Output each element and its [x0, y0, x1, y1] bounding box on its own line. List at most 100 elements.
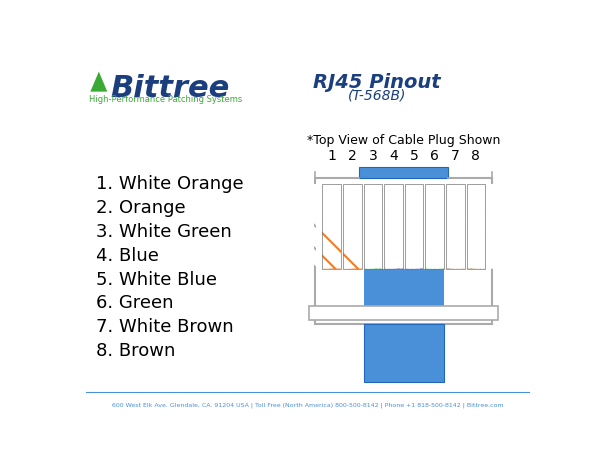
Bar [359, 168, 448, 179]
Polygon shape [547, 185, 600, 269]
Polygon shape [502, 185, 598, 269]
Text: 1: 1 [327, 149, 336, 163]
Polygon shape [361, 185, 457, 269]
Bar [309, 307, 499, 320]
Text: 7: 7 [451, 149, 460, 163]
Bar [405, 185, 424, 269]
Bar [384, 185, 403, 269]
Text: 8: 8 [472, 149, 480, 163]
Polygon shape [465, 185, 561, 269]
Bar [343, 185, 362, 269]
Polygon shape [170, 185, 266, 269]
Polygon shape [215, 185, 311, 269]
Polygon shape [252, 185, 348, 269]
Text: 1. White Orange: 1. White Orange [96, 175, 244, 193]
Text: 600 West Elk Ave. Glendale, CA. 91204 USA | Toll Free (North America) 800-500-81: 600 West Elk Ave. Glendale, CA. 91204 US… [112, 401, 503, 407]
Text: 7. White Brown: 7. White Brown [96, 318, 233, 336]
Bar [467, 185, 485, 269]
Bar [364, 325, 443, 382]
Text: 3: 3 [368, 149, 377, 163]
Polygon shape [365, 185, 461, 269]
Text: Bittree: Bittree [110, 74, 230, 103]
Polygon shape [325, 185, 420, 269]
Text: 8. Brown: 8. Brown [96, 341, 175, 359]
Polygon shape [338, 185, 434, 269]
Polygon shape [343, 185, 439, 269]
Polygon shape [388, 185, 484, 269]
Bar [315, 179, 493, 325]
Text: 5: 5 [410, 149, 418, 163]
Bar [322, 185, 341, 269]
Polygon shape [370, 185, 466, 269]
Polygon shape [488, 185, 583, 269]
Text: 5. White Blue: 5. White Blue [96, 270, 217, 288]
Bar [364, 185, 382, 269]
Text: High-Performance Patching Systems: High-Performance Patching Systems [89, 95, 242, 104]
Polygon shape [279, 185, 375, 269]
Polygon shape [506, 185, 600, 269]
Bar [467, 185, 485, 269]
Text: 2: 2 [348, 149, 356, 163]
Text: RJ45 Pinout: RJ45 Pinout [313, 73, 440, 91]
Polygon shape [419, 185, 515, 269]
Polygon shape [452, 185, 548, 269]
Polygon shape [442, 185, 538, 269]
Polygon shape [211, 185, 307, 269]
Bar [364, 185, 382, 269]
Polygon shape [570, 185, 600, 269]
Polygon shape [193, 185, 288, 269]
Polygon shape [484, 185, 579, 269]
Polygon shape [283, 185, 379, 269]
Polygon shape [411, 185, 507, 269]
Polygon shape [306, 185, 402, 269]
Polygon shape [566, 185, 600, 269]
Polygon shape [434, 185, 530, 269]
Polygon shape [457, 185, 553, 269]
Polygon shape [352, 185, 447, 269]
Bar [446, 185, 464, 269]
Bar [384, 185, 403, 269]
Bar [425, 185, 444, 269]
Polygon shape [524, 185, 600, 269]
Polygon shape [293, 185, 389, 269]
Text: 2. Orange: 2. Orange [96, 199, 185, 216]
Polygon shape [392, 185, 488, 269]
Polygon shape [438, 185, 534, 269]
Text: (T-568B): (T-568B) [347, 88, 406, 102]
Polygon shape [543, 185, 600, 269]
Polygon shape [415, 185, 511, 269]
Bar [322, 185, 341, 269]
Polygon shape [260, 185, 356, 269]
Text: 3. White Green: 3. White Green [96, 222, 232, 240]
Bar [405, 185, 424, 269]
Polygon shape [347, 185, 443, 269]
Polygon shape [256, 185, 352, 269]
Polygon shape [329, 185, 425, 269]
Polygon shape [275, 185, 371, 269]
Polygon shape [302, 185, 398, 269]
Polygon shape [461, 185, 557, 269]
Polygon shape [91, 73, 107, 93]
Bar [364, 269, 443, 307]
Polygon shape [407, 185, 503, 269]
Text: 6: 6 [430, 149, 439, 163]
Polygon shape [529, 185, 600, 269]
Polygon shape [397, 185, 493, 269]
Polygon shape [479, 185, 575, 269]
Text: 4. Blue: 4. Blue [96, 246, 158, 264]
Bar [446, 185, 464, 269]
Polygon shape [298, 185, 394, 269]
Polygon shape [233, 185, 329, 269]
Bar [343, 185, 362, 269]
Polygon shape [589, 185, 600, 269]
Polygon shape [497, 185, 593, 269]
Text: 4: 4 [389, 149, 398, 163]
Text: *Top View of Cable Plug Shown: *Top View of Cable Plug Shown [307, 133, 500, 146]
Polygon shape [475, 185, 571, 269]
Polygon shape [238, 185, 334, 269]
Polygon shape [374, 185, 470, 269]
Text: 6. Green: 6. Green [96, 294, 173, 312]
Polygon shape [520, 185, 600, 269]
Polygon shape [430, 185, 526, 269]
Bar [425, 185, 444, 269]
